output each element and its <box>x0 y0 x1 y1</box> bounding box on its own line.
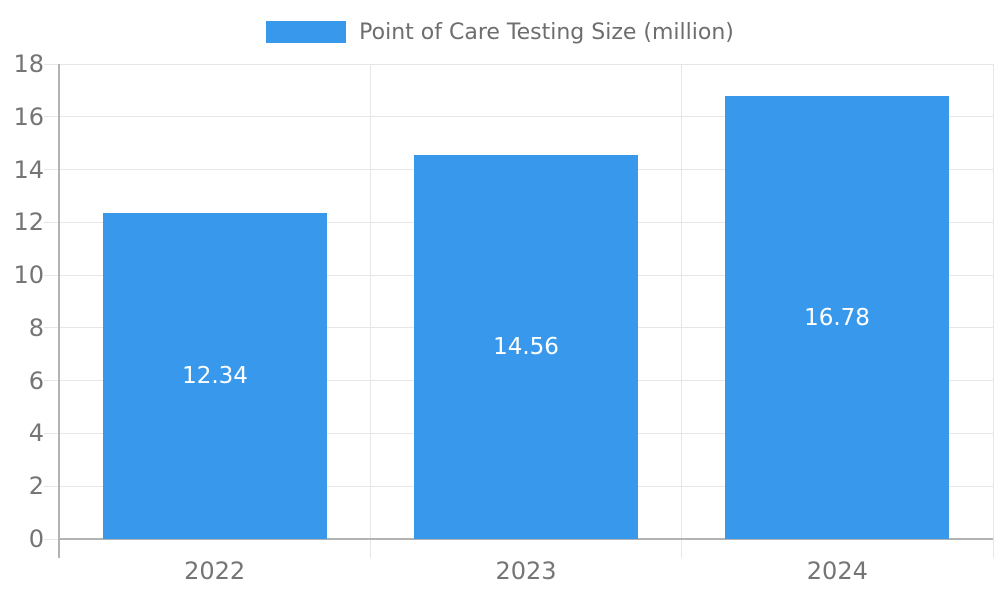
y-tick-label: 2 <box>28 472 44 501</box>
y-tick-label: 0 <box>28 525 44 553</box>
bar-value-label: 14.56 <box>493 333 559 360</box>
y-tick-label: 10 <box>13 261 44 290</box>
y-tick-label: 16 <box>13 102 44 131</box>
legend-swatch <box>266 21 347 43</box>
legend[interactable]: Point of Care Testing Size (million) <box>0 17 1000 47</box>
gridline-v <box>369 64 371 558</box>
y-tick-label: 12 <box>13 208 44 237</box>
y-tick-label: 14 <box>13 155 44 184</box>
y-tick-label: 8 <box>28 313 44 342</box>
y-tick-label: 6 <box>28 366 44 395</box>
legend-label: Point of Care Testing Size (million) <box>359 19 734 45</box>
y-tick-label: 18 <box>13 50 44 78</box>
bar-2024[interactable]: 16.78 <box>725 96 949 539</box>
bar-2023[interactable]: 14.56 <box>414 154 638 539</box>
gridline-v <box>681 64 683 558</box>
plot-area: 12.34 14.56 16.78 <box>44 63 994 558</box>
x-tick-label: 2024 <box>806 557 868 585</box>
gridline-h <box>44 116 993 118</box>
gridline-h <box>44 63 993 65</box>
bar-value-label: 16.78 <box>804 304 870 331</box>
x-tick-label: 2022 <box>184 557 246 585</box>
x-axis-line <box>59 538 993 540</box>
bar-2022[interactable]: 12.34 <box>103 213 327 539</box>
gridline-v <box>992 64 994 558</box>
y-axis-line <box>58 64 60 558</box>
bar-value-label: 12.34 <box>182 363 248 390</box>
x-tick-label: 2023 <box>495 557 557 585</box>
y-tick-label: 4 <box>28 419 44 448</box>
